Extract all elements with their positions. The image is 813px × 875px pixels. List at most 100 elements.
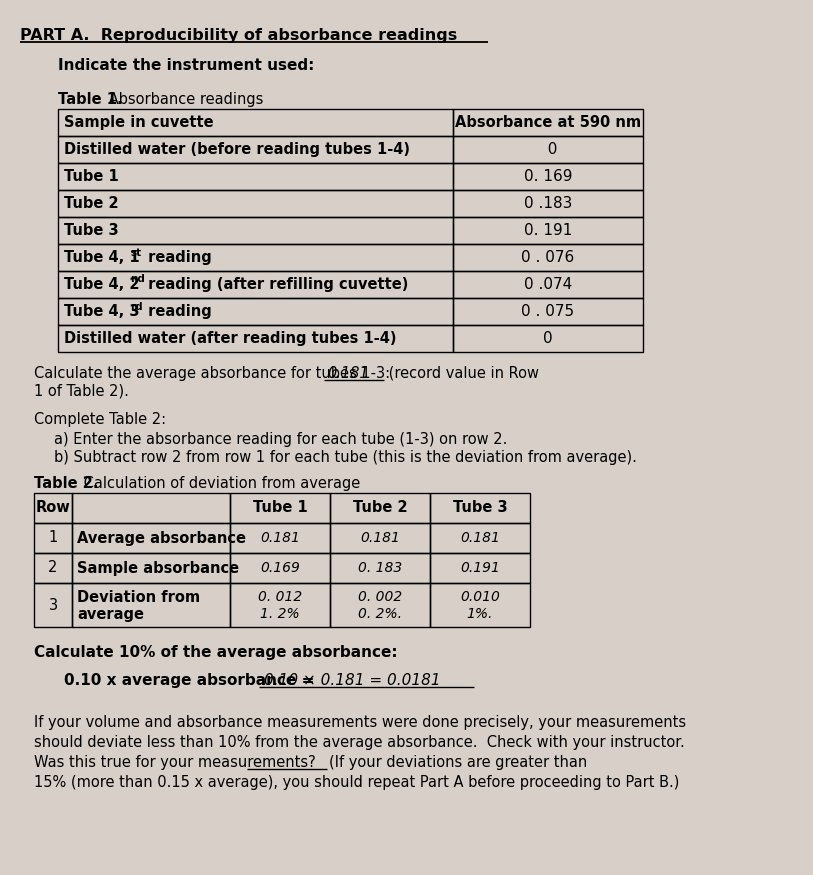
Bar [34, 493, 72, 523]
Text: Tube 3: Tube 3 [64, 223, 119, 238]
Text: 1: 1 [49, 530, 58, 545]
Text: Table 1.: Table 1. [58, 92, 123, 107]
Bar [430, 553, 530, 583]
Bar [453, 163, 643, 190]
Bar [430, 493, 530, 523]
Bar [58, 244, 453, 271]
Bar [453, 190, 643, 217]
Text: nd: nd [130, 275, 145, 284]
Bar [72, 583, 230, 627]
Text: 0. 191: 0. 191 [524, 223, 572, 238]
Text: PART A.  Reproducibility of absorbance readings: PART A. Reproducibility of absorbance re… [20, 28, 457, 43]
Text: Was this true for your measurements?: Was this true for your measurements? [34, 755, 320, 770]
Text: 0.181: 0.181 [260, 531, 300, 545]
Text: Indicate the instrument used:: Indicate the instrument used: [58, 58, 315, 73]
Text: 0: 0 [543, 331, 553, 346]
Text: 0.10 x average absorbance =: 0.10 x average absorbance = [64, 673, 320, 688]
Text: Tube 1: Tube 1 [64, 169, 119, 184]
Text: reading (after refilling cuvette): reading (after refilling cuvette) [143, 277, 408, 292]
Bar [58, 217, 453, 244]
Text: Tube 2: Tube 2 [353, 500, 407, 515]
Text: Tube 4, 3: Tube 4, 3 [64, 304, 140, 319]
Text: 0.169: 0.169 [260, 561, 300, 575]
Text: average: average [77, 606, 144, 621]
Text: st: st [130, 248, 141, 257]
Bar [58, 325, 453, 352]
Text: 1%.: 1%. [467, 607, 493, 621]
Text: Tube 4, 1: Tube 4, 1 [64, 250, 140, 265]
Text: Sample absorbance: Sample absorbance [77, 561, 239, 576]
Bar [58, 271, 453, 298]
Text: should deviate less than 10% from the average absorbance.  Check with your instr: should deviate less than 10% from the av… [34, 735, 685, 750]
Bar [330, 553, 430, 583]
Bar [230, 493, 330, 523]
Bar [330, 523, 430, 553]
Text: reading: reading [143, 304, 211, 319]
Text: reading: reading [143, 250, 211, 265]
Text: Tube 1: Tube 1 [253, 500, 307, 515]
Text: 0. 012: 0. 012 [258, 590, 302, 604]
Text: Row: Row [36, 500, 71, 515]
Bar [453, 298, 643, 325]
Bar [34, 553, 72, 583]
Text: Deviation from: Deviation from [77, 590, 200, 605]
Bar [34, 523, 72, 553]
Bar [453, 217, 643, 244]
Bar [430, 583, 530, 627]
Text: Table 2.: Table 2. [34, 476, 98, 491]
Text: If your volume and absorbance measurements were done precisely, your measurement: If your volume and absorbance measuremen… [34, 715, 686, 730]
Bar [58, 163, 453, 190]
Bar [453, 136, 643, 163]
Bar [453, 325, 643, 352]
Bar [453, 244, 643, 271]
Text: Calculation of deviation from average: Calculation of deviation from average [79, 476, 360, 491]
Text: 0 . 075: 0 . 075 [521, 304, 575, 319]
Text: (record value in Row: (record value in Row [384, 366, 539, 381]
Bar [72, 523, 230, 553]
Bar [453, 271, 643, 298]
Bar [430, 523, 530, 553]
Text: 0. 2%.: 0. 2%. [358, 607, 402, 621]
Text: 3: 3 [49, 598, 58, 612]
Text: 0. 169: 0. 169 [524, 169, 572, 184]
Text: rd: rd [130, 302, 142, 312]
Text: 0.181: 0.181 [360, 531, 400, 545]
Text: 0.191: 0.191 [460, 561, 500, 575]
Bar [58, 298, 453, 325]
Text: 0.181: 0.181 [327, 366, 368, 381]
Bar [230, 583, 330, 627]
Text: Tube 4, 2: Tube 4, 2 [64, 277, 140, 292]
Bar [72, 493, 230, 523]
Text: Absorbance readings: Absorbance readings [104, 92, 263, 107]
Bar [58, 136, 453, 163]
Text: Complete Table 2:: Complete Table 2: [34, 412, 166, 427]
Text: 15% (more than 0.15 x average), you should repeat Part A before proceeding to Pa: 15% (more than 0.15 x average), you shou… [34, 775, 680, 790]
Bar [72, 553, 230, 583]
Text: 0: 0 [538, 142, 558, 157]
Text: 0 .183: 0 .183 [524, 196, 572, 211]
Text: 0. 183: 0. 183 [358, 561, 402, 575]
Text: 2: 2 [48, 561, 58, 576]
Bar [58, 190, 453, 217]
Text: Sample in cuvette: Sample in cuvette [64, 115, 214, 130]
Text: 1 of Table 2).: 1 of Table 2). [34, 384, 129, 399]
Text: Tube 2: Tube 2 [64, 196, 119, 211]
Text: Distilled water (before reading tubes 1-4): Distilled water (before reading tubes 1-… [64, 142, 410, 157]
Bar [330, 493, 430, 523]
Text: 0 .074: 0 .074 [524, 277, 572, 292]
Text: Calculate 10% of the average absorbance:: Calculate 10% of the average absorbance: [34, 645, 398, 660]
Text: b) Subtract row 2 from row 1 for each tube (this is the deviation from average).: b) Subtract row 2 from row 1 for each tu… [54, 450, 637, 465]
Text: Absorbance at 590 nm: Absorbance at 590 nm [455, 115, 641, 130]
Text: a) Enter the absorbance reading for each tube (1-3) on row 2.: a) Enter the absorbance reading for each… [54, 432, 507, 447]
Bar [58, 109, 453, 136]
Bar [34, 583, 72, 627]
Text: Calculate the average absorbance for tubes 1-3:: Calculate the average absorbance for tub… [34, 366, 395, 381]
Text: 0 . 076: 0 . 076 [521, 250, 575, 265]
Bar [230, 553, 330, 583]
Bar [453, 109, 643, 136]
Text: 0.010: 0.010 [460, 590, 500, 604]
Text: 0.181: 0.181 [460, 531, 500, 545]
Text: 0.10 × 0.181 = 0.0181: 0.10 × 0.181 = 0.0181 [264, 673, 441, 688]
Text: Average absorbance: Average absorbance [77, 530, 246, 545]
Bar [230, 523, 330, 553]
